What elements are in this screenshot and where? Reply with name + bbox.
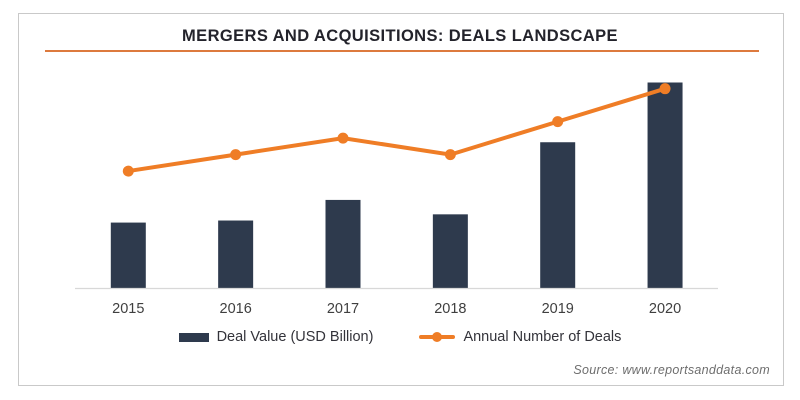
line-dot-swatch-icon xyxy=(419,332,456,342)
data-point-2015 xyxy=(122,165,134,177)
data-point-2019 xyxy=(552,116,564,128)
title-underline-rule xyxy=(45,50,759,52)
legend-label-annual-deals: Annual Number of Deals xyxy=(463,329,622,345)
bar-2017 xyxy=(325,199,361,289)
x-axis-label-2016: 2016 xyxy=(220,301,252,317)
x-axis-label-2015: 2015 xyxy=(112,301,144,317)
x-axis-label-2019: 2019 xyxy=(542,301,574,317)
chart-title: MERGERS AND ACQUISITIONS: DEALS LANDSCAP… xyxy=(182,27,618,45)
legend-item-deal-value: Deal Value (USD Billion) xyxy=(178,329,374,345)
data-point-2020 xyxy=(659,83,671,95)
data-point-2016 xyxy=(230,149,242,161)
data-point-2018 xyxy=(444,149,456,161)
deals-trend-line xyxy=(126,86,668,174)
legend-item-annual-deals: Annual Number of Deals xyxy=(419,329,621,345)
x-axis-label-2017: 2017 xyxy=(327,301,359,317)
bar-2015 xyxy=(110,222,146,289)
bar-2016 xyxy=(218,220,254,289)
legend-label-deal-value: Deal Value (USD Billion) xyxy=(216,329,374,345)
bar-swatch-icon xyxy=(178,332,209,342)
x-axis-label-2020: 2020 xyxy=(649,301,681,317)
source-attribution: Source: www.reportsanddata.com xyxy=(573,363,770,377)
bar-2019 xyxy=(540,142,576,289)
bar-2020 xyxy=(647,82,683,289)
x-axis-label-2018: 2018 xyxy=(434,301,466,317)
data-point-2017 xyxy=(337,132,349,144)
bar-2018 xyxy=(432,214,468,289)
chart-legend: Deal Value (USD Billion) Annual Number o… xyxy=(0,329,800,345)
